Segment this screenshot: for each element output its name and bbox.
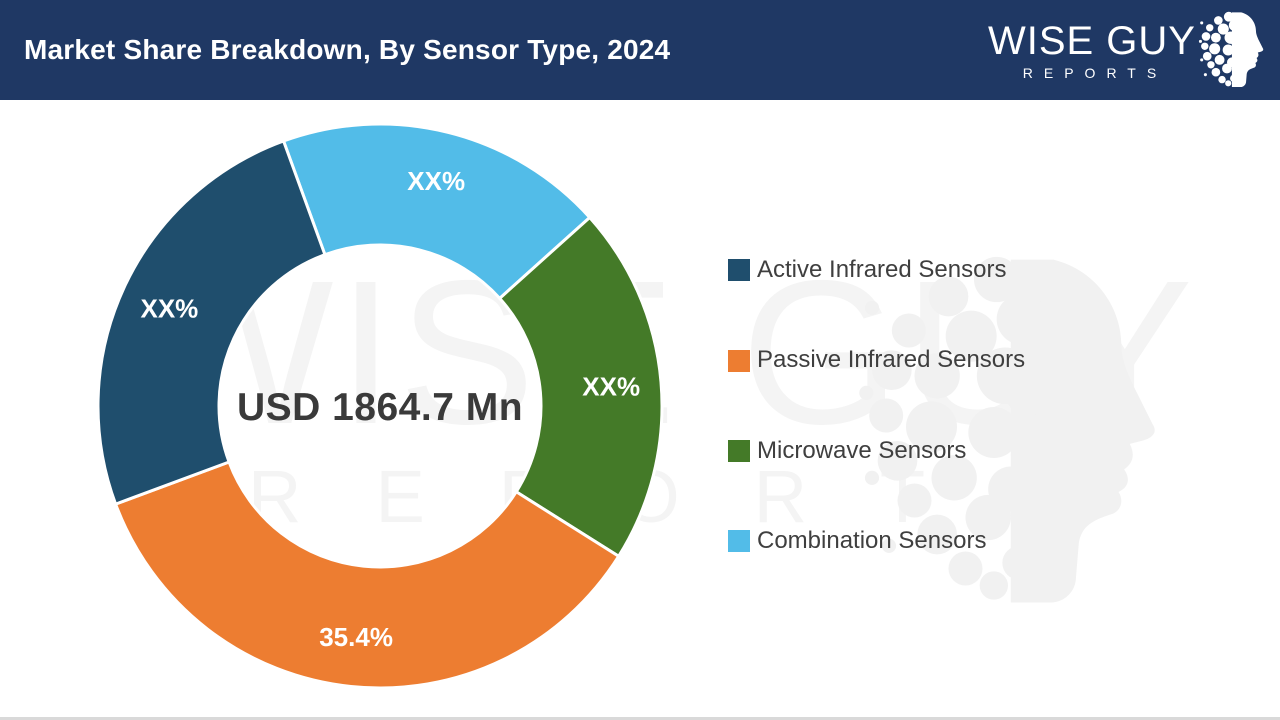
legend-swatch	[728, 259, 750, 282]
page-title: Market Share Breakdown, By Sensor Type, …	[24, 34, 671, 65]
wise-guy-logo: WISE GUY REPORTS	[988, 0, 1272, 100]
donut-slice	[497, 215, 664, 559]
logo-subtitle: REPORTS	[1022, 64, 1168, 81]
chart-area: XX% XX% 35.4% XX% USD 1864.7 Mn Active Infr…	[0, 100, 1280, 717]
donut-slice	[281, 122, 592, 301]
legend-item: Combination Sensors	[728, 527, 1025, 555]
legend-item: Passive Infrared Sensors	[728, 346, 1026, 374]
slice-label: 35.4%	[319, 622, 393, 652]
legend-item: Active Infrared Sensors	[728, 256, 1025, 283]
slice-label: XX%	[140, 294, 198, 324]
slice-label: XX%	[407, 166, 465, 196]
legend-label: Microwave Sensors	[757, 436, 967, 464]
legend-label: Combination Sensors	[757, 527, 987, 555]
logo-text: WISE GUY REPORTS	[988, 21, 1196, 80]
legend-swatch	[728, 349, 750, 372]
slice-label: XX%	[582, 371, 640, 401]
chart-legend: Active Infrared Sensors Passive Infrared …	[728, 256, 1026, 555]
logo-wordmark: WISE GUY	[987, 18, 1196, 63]
donut-slice	[96, 139, 327, 507]
legend-item: Microwave Sensors	[728, 436, 1025, 464]
header-bar: Market Share Breakdown, By Sensor Type, …	[0, 0, 1280, 100]
donut-slice	[113, 460, 621, 690]
logo-head-icon	[1198, 11, 1264, 88]
chart-center-value: USD 1864.7 Mn	[237, 386, 523, 429]
legend-label: Passive Infrared Sensors	[757, 346, 1026, 374]
legend-swatch	[728, 530, 750, 553]
legend-swatch	[728, 439, 750, 462]
donut-chart: XX% XX% 35.4% XX% USD 1864.7 Mn	[96, 122, 664, 690]
legend-label: Active Infrared Sensors	[757, 256, 1007, 283]
